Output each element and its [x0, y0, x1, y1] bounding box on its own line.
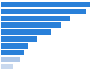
Bar: [1, 23, 61, 28]
Bar: [1, 2, 90, 7]
Bar: [1, 57, 20, 62]
Bar: [1, 50, 23, 55]
Bar: [1, 43, 28, 48]
Bar: [1, 16, 70, 21]
Bar: [1, 36, 36, 42]
Bar: [1, 64, 13, 69]
Bar: [1, 9, 86, 14]
Bar: [1, 29, 51, 35]
